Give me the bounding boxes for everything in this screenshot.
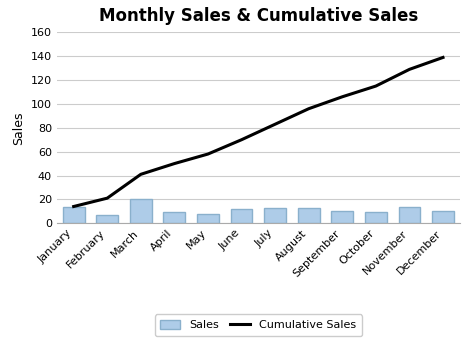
Bar <box>231 209 253 223</box>
Legend: Sales, Cumulative Sales: Sales, Cumulative Sales <box>155 314 362 336</box>
Bar <box>365 212 387 223</box>
Bar <box>197 213 219 223</box>
Bar <box>164 212 185 223</box>
Bar <box>96 215 118 223</box>
Bar <box>298 208 319 223</box>
Bar <box>264 208 286 223</box>
Bar <box>399 207 420 223</box>
Title: Monthly Sales & Cumulative Sales: Monthly Sales & Cumulative Sales <box>99 7 418 25</box>
Bar <box>331 211 353 223</box>
Bar <box>130 199 152 223</box>
Bar <box>432 211 454 223</box>
Bar <box>63 207 84 223</box>
Y-axis label: Sales: Sales <box>12 111 25 145</box>
